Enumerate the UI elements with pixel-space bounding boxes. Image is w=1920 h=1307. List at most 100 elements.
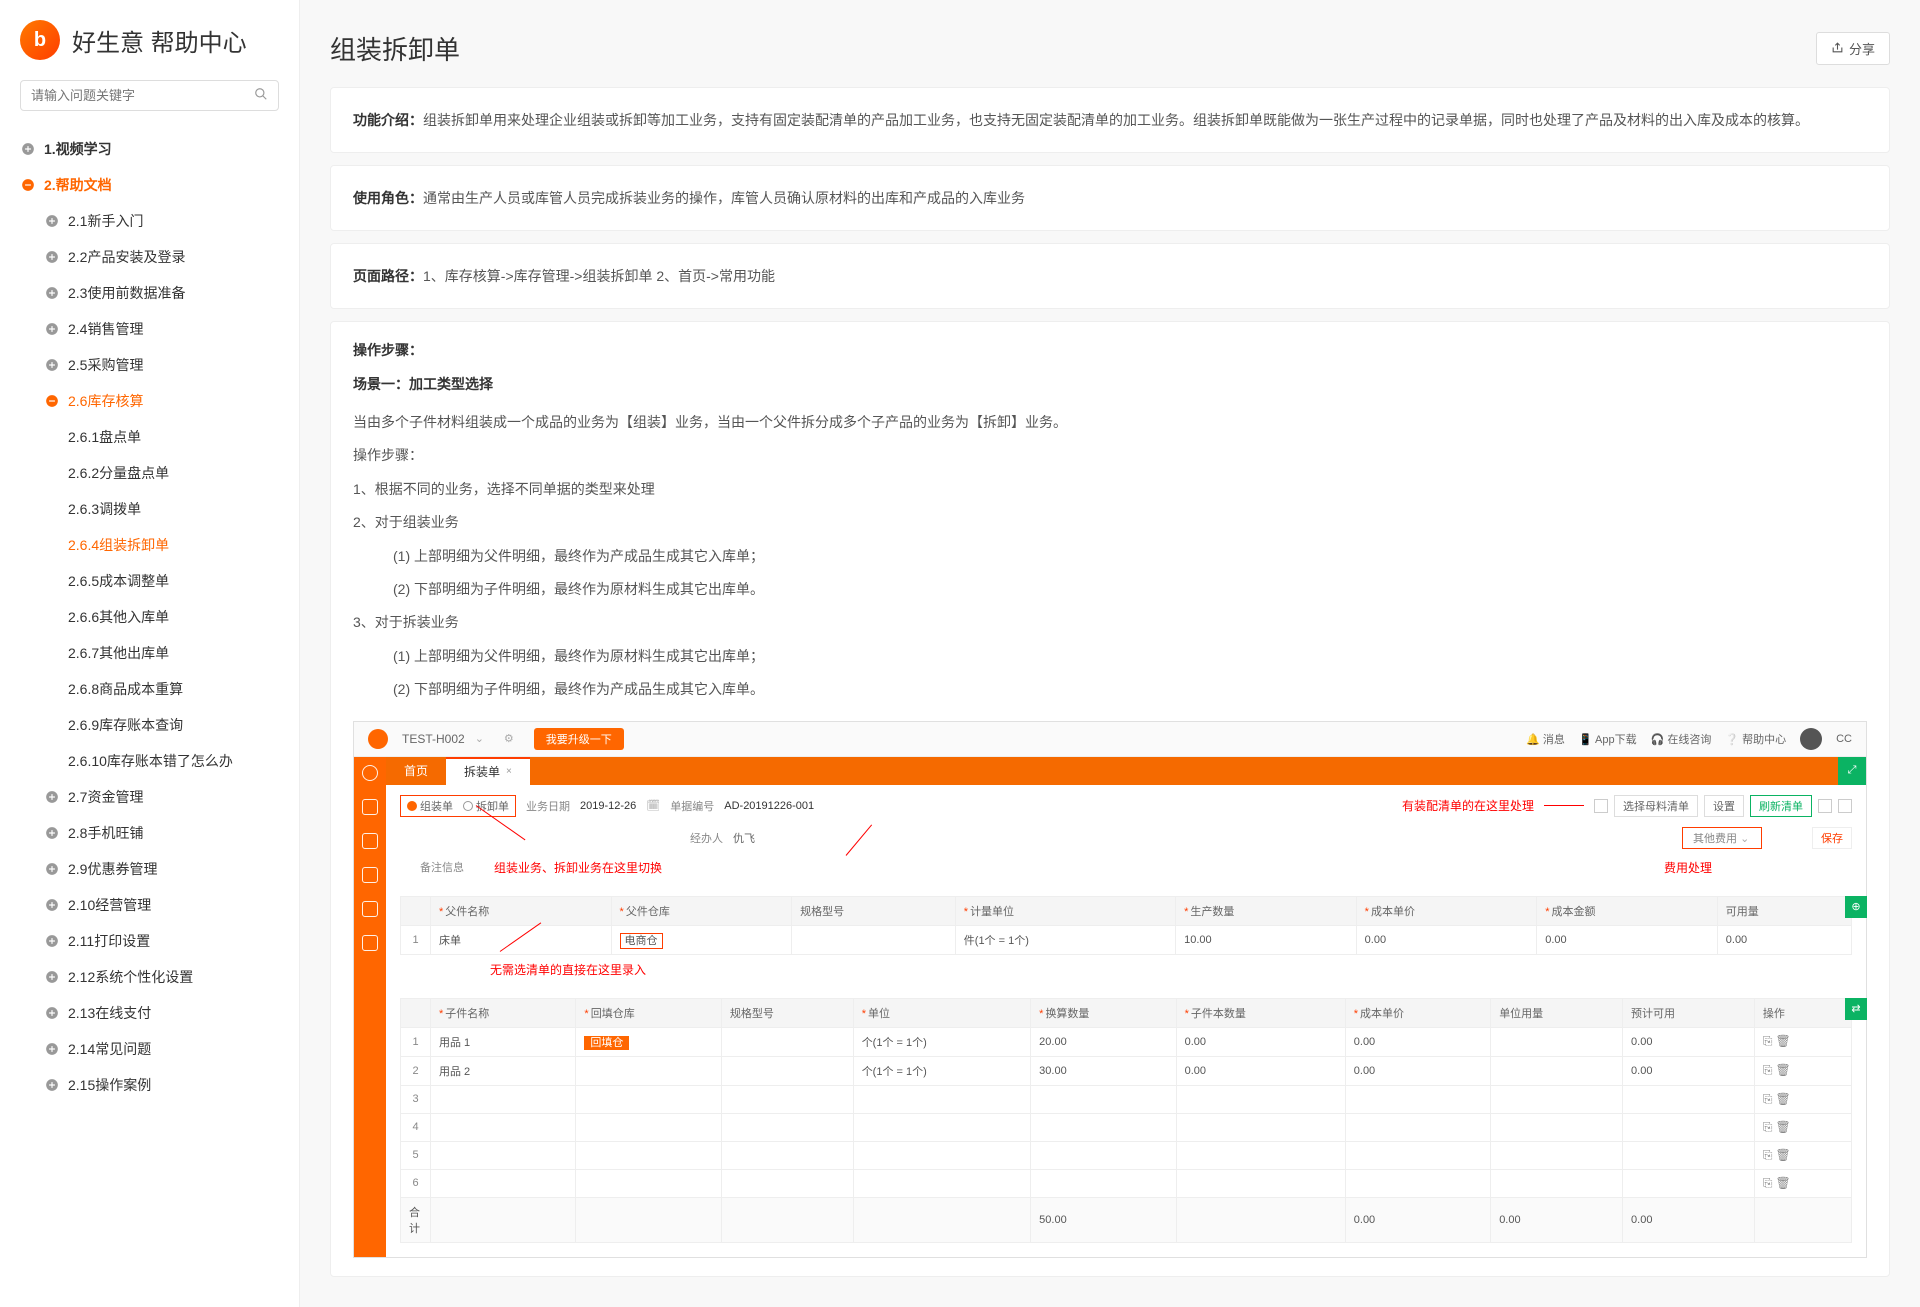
intro-panel: 功能介绍：组装拆卸单用来处理企业组装或拆卸等加工业务，支持有固定装配清单的产品加… [330, 87, 1890, 153]
table-cell [1176, 1169, 1345, 1197]
table-total-cell [1176, 1197, 1345, 1242]
table-cell: 5 [401, 1141, 431, 1169]
table-cell [1176, 1141, 1345, 1169]
intro-label: 功能介绍： [353, 112, 423, 128]
table-cell [721, 1085, 853, 1113]
steps-label: 操作步骤： [353, 441, 1867, 470]
search-input[interactable] [31, 88, 254, 103]
sidebar-sub-label: 2.10经营管理 [68, 895, 151, 915]
sidebar-leaf-item[interactable]: 2.6.6其他入库单 [68, 599, 279, 635]
table-cell [1176, 1085, 1345, 1113]
table-cell: 0.00 [1176, 1027, 1345, 1056]
sidebar-sub-item[interactable]: 2.15操作案例 [44, 1067, 279, 1103]
path-label: 页面路径： [353, 268, 423, 284]
sidebar-sub-item[interactable]: 2.2产品安装及登录 [44, 239, 279, 275]
table-cell [1491, 1027, 1623, 1056]
sidebar: b 好生意 帮助中心 1.视频学习 2.帮助文档 2.1新手入门2.2 [0, 0, 300, 1307]
sidebar-sub-item[interactable]: 2.13在线支付 [44, 995, 279, 1031]
sidebar-leaf-item[interactable]: 2.6.3调拨单 [68, 491, 279, 527]
ss-form: 组装单 拆卸单 业务日期 2019-12-26 🗓 单据编号 AD-201912… [386, 785, 1866, 896]
table-cell [1345, 1169, 1490, 1197]
table-header: 单位用量 [1491, 998, 1623, 1027]
table-cell [1623, 1141, 1755, 1169]
table-cell [1623, 1169, 1755, 1197]
sidebar-sub-item[interactable]: 2.10经营管理 [44, 887, 279, 923]
sidebar-leaf-item[interactable]: 2.6.2分量盘点单 [68, 455, 279, 491]
share-button[interactable]: 分享 [1816, 32, 1890, 65]
sidebar-leaf-item[interactable]: 2.6.10库存账本错了怎么办 [68, 743, 279, 779]
brand-title: 好生意 帮助中心 [72, 23, 247, 58]
plus-icon [44, 825, 60, 841]
table-cell [1176, 1113, 1345, 1141]
table-cell [721, 1113, 853, 1141]
table-header: 父件仓库 [611, 896, 792, 925]
annotation: 组装业务、拆卸业务在这里切换 [494, 859, 662, 876]
nav-item-docs[interactable]: 2.帮助文档 [20, 167, 279, 203]
table-cell [1491, 1169, 1623, 1197]
table-cell: 30.00 [1031, 1056, 1176, 1085]
copy-icon: ⎘ [1763, 1176, 1773, 1190]
plus-icon [44, 1077, 60, 1093]
phone-icon: 📱 App下载 [1579, 731, 1637, 747]
table-total-cell: 0.00 [1623, 1197, 1755, 1242]
search-box[interactable] [20, 80, 279, 111]
sidebar-sub-item[interactable]: 2.5采购管理 [44, 347, 279, 383]
table-cell [721, 1141, 853, 1169]
plus-icon [44, 357, 60, 373]
table-cell: 10.00 [1176, 925, 1357, 954]
step-3: 3、对于拆装业务 [353, 608, 1867, 637]
table-cell [576, 1085, 721, 1113]
role-label: 使用角色： [353, 190, 423, 206]
steps-panel: 操作步骤： 场景一：加工类型选择 当由多个子件材料组装成一个成品的业务为【组装】… [330, 321, 1890, 1277]
search-icon[interactable] [254, 87, 268, 104]
table-cell: ⎘ 🗑 [1754, 1056, 1851, 1085]
sidebar-sub-item[interactable]: 2.11打印设置 [44, 923, 279, 959]
sidebar-sub-item[interactable]: 2.8手机旺铺 [44, 815, 279, 851]
nav-item-video[interactable]: 1.视频学习 [20, 131, 279, 167]
sidebar-leaf-item[interactable]: 2.6.9库存账本查询 [68, 707, 279, 743]
role-text: 通常由生产人员或库管人员完成拆装业务的操作，库管人员确认原材料的出库和产成品的入… [423, 190, 1025, 206]
table-cell [431, 1113, 576, 1141]
sidebar-leaf-item[interactable]: 2.6.1盘点单 [68, 419, 279, 455]
sidebar-sub-item[interactable]: 2.4销售管理 [44, 311, 279, 347]
table-cell: 0.00 [1345, 1056, 1490, 1085]
sidebar-sub-item[interactable]: 2.6库存核算 [44, 383, 279, 419]
minus-icon [20, 177, 36, 193]
table-cell [853, 1085, 1030, 1113]
copy-icon: ⎘ [1763, 1148, 1773, 1162]
table-cell: 1 [401, 925, 431, 954]
sidebar-leaf-item[interactable]: 2.6.7其他出库单 [68, 635, 279, 671]
table-cell [431, 1169, 576, 1197]
table-cell [1345, 1141, 1490, 1169]
sidebar-sub-label: 2.4销售管理 [68, 319, 143, 339]
sidebar-leaf-item[interactable]: 2.6.5成本调整单 [68, 563, 279, 599]
table-header: 回填仓库 [576, 998, 721, 1027]
plus-icon [20, 141, 36, 157]
sidebar-sub-item[interactable]: 2.14常见问题 [44, 1031, 279, 1067]
table-header: 预计可用 [1623, 998, 1755, 1027]
table-cell: 用品 2 [431, 1056, 576, 1085]
table-header: 规格型号 [721, 998, 853, 1027]
sidebar-sub-label: 2.8手机旺铺 [68, 823, 143, 843]
sidebar-sub-item[interactable]: 2.1新手入门 [44, 203, 279, 239]
sidebar-sub-item[interactable]: 2.3使用前数据准备 [44, 275, 279, 311]
table-cell: 0.00 [1717, 925, 1851, 954]
close-icon: × [506, 766, 512, 777]
btn-set: 设置 [1704, 795, 1744, 817]
main-content: 组装拆卸单 分享 功能介绍：组装拆卸单用来处理企业组装或拆卸等加工业务，支持有固… [300, 0, 1920, 1307]
sidebar-sub-item[interactable]: 2.7资金管理 [44, 779, 279, 815]
help-icon: ❔ 帮助中心 [1725, 731, 1786, 747]
table-cell [576, 1113, 721, 1141]
sidebar-sub-item[interactable]: 2.12系统个性化设置 [44, 959, 279, 995]
table-cell [1031, 1141, 1176, 1169]
ss-sidebar [354, 757, 386, 1257]
expand-icon: ⤢ [1838, 757, 1866, 785]
sidebar-sub-item[interactable]: 2.9优惠券管理 [44, 851, 279, 887]
table-cell: 用品 1 [431, 1027, 576, 1056]
sidebar-leaf-item[interactable]: 2.6.8商品成本重算 [68, 671, 279, 707]
sidebar-leaf-item[interactable]: 2.6.4组装拆卸单 [68, 527, 279, 563]
table-cell: ⎘ 🗑 [1754, 1113, 1851, 1141]
table-header: 规格型号 [792, 896, 956, 925]
plus-icon [44, 969, 60, 985]
btn-clear: 刷新清单 [1750, 795, 1812, 817]
